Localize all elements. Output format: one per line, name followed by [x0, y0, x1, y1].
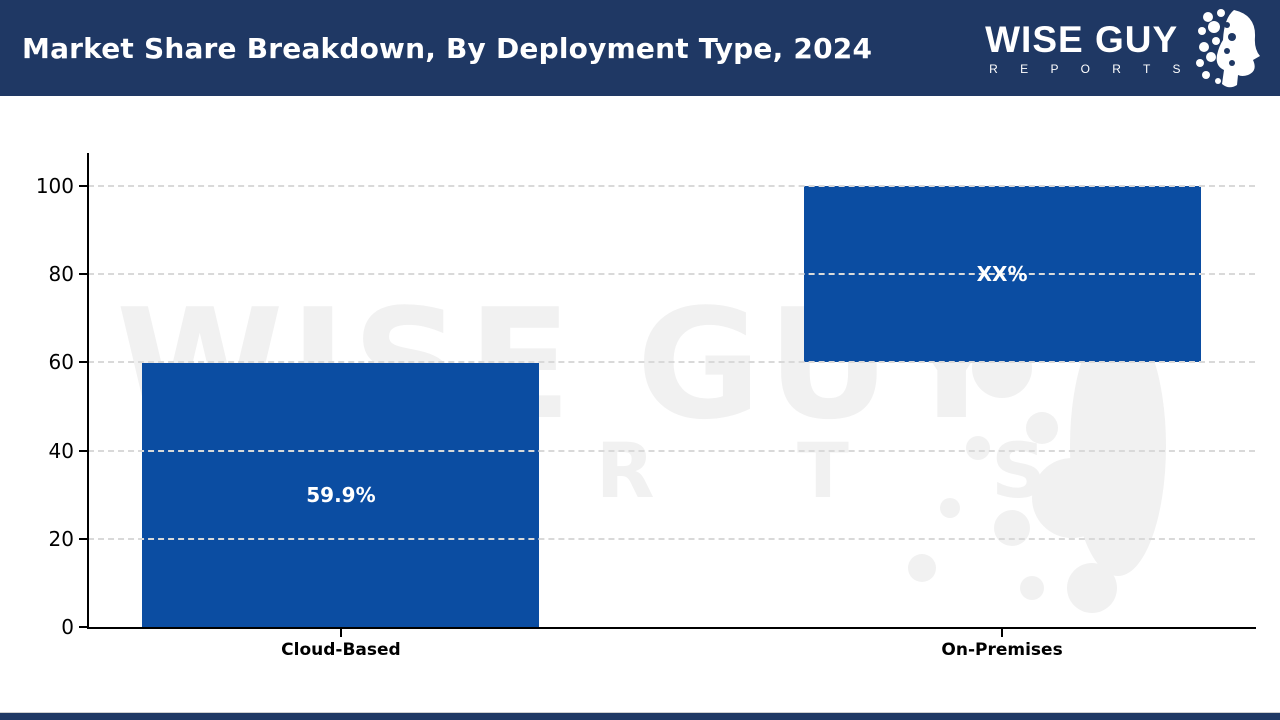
y-axis-line — [87, 153, 89, 629]
x-axis-line — [87, 627, 1256, 629]
wiseguy-logo: WISE GUY R E P O R T S — [985, 7, 1270, 89]
y-tick-label-20: 20 — [48, 526, 74, 551]
y-tick-40 — [79, 449, 87, 452]
bar-cloud-based — [142, 362, 540, 627]
chart-area: WISE GUY R T S 0 20 40 60 80 100 Cloud-Based On… — [0, 96, 1280, 713]
y-tick-80 — [79, 273, 87, 276]
footer-bar — [0, 712, 1280, 720]
y-tick-label-0: 0 — [61, 615, 74, 639]
chart-title: Market Share Breakdown, By Deployment Ty… — [22, 31, 873, 65]
logo-wordmark: WISE GUY — [985, 18, 1179, 60]
y-tick-60 — [79, 361, 87, 364]
y-tick-100 — [79, 185, 87, 187]
y-tick-label-60: 60 — [48, 350, 74, 375]
gridline-80 — [88, 273, 1255, 276]
y-tick-20 — [79, 537, 87, 540]
category-label-on-premises: On-Premises — [941, 640, 1063, 660]
gridline-40 — [88, 449, 1255, 452]
y-tick-0 — [79, 626, 87, 628]
logo-subtext: R E P O R T S — [989, 61, 1190, 76]
y-tick-label-40: 40 — [48, 438, 74, 463]
logo-face-icon — [1196, 9, 1260, 88]
bar-value-label-on-premises: XX% — [976, 262, 1028, 287]
logo-text: WISE GUY R E P O R T S — [985, 21, 1190, 76]
y-tick-label-100: 100 — [35, 174, 74, 198]
gridline-100 — [88, 185, 1255, 187]
x-tick-on-premises — [1001, 629, 1004, 637]
x-tick-cloud-based — [339, 629, 342, 637]
y-tick-label-80: 80 — [48, 262, 74, 287]
bar-chart-plot: 0 20 40 60 80 100 Cloud-Based On-Premises 59.9% X… — [0, 96, 1280, 713]
gridline-60 — [88, 361, 1255, 364]
header-bar: Market Share Breakdown, By Deployment Ty… — [0, 0, 1280, 96]
bar-value-label-cloud-based: 59.9% — [306, 482, 376, 507]
gridline-20 — [88, 537, 1255, 540]
category-label-cloud-based: Cloud-Based — [281, 640, 401, 660]
